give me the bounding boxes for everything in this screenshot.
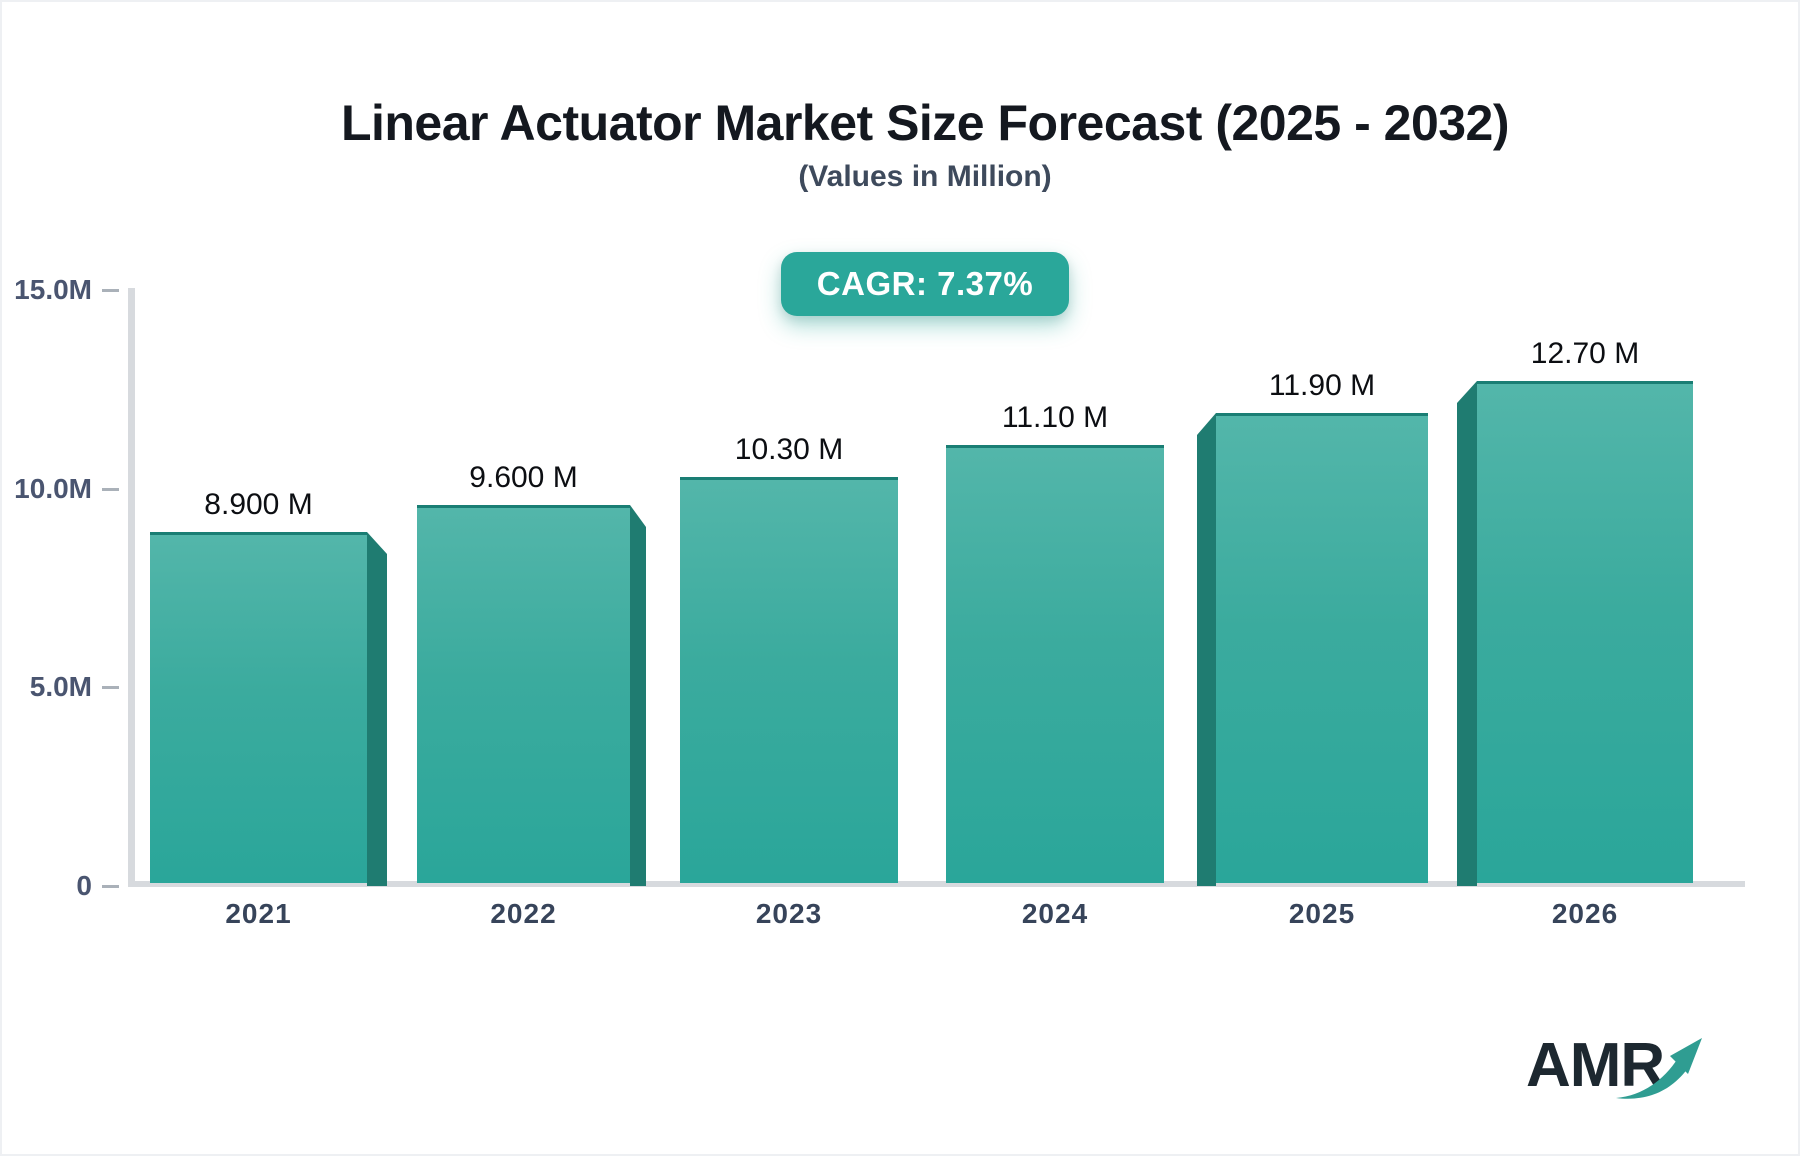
x-axis-label-2025: 2025	[1288, 898, 1356, 929]
x-axis-label-2023: 2023	[755, 898, 823, 929]
chart-title: Linear Actuator Market Size Forecast (20…	[340, 95, 1510, 151]
bar-2023	[680, 477, 898, 883]
x-axis-label-2022: 2022	[490, 898, 557, 929]
bar-2022	[417, 505, 630, 883]
y-tick-dash-5.0M	[102, 686, 119, 689]
bar-value-label-2025: 11.90 M	[1268, 369, 1376, 402]
x-axis-label-2026: 2026	[1551, 898, 1619, 929]
amr-logo-arrowhead	[1670, 1038, 1702, 1074]
x-axis-line	[128, 881, 1745, 887]
bar-2021	[150, 532, 367, 883]
chart-subtitle: (Values in Million)	[798, 160, 1052, 193]
bar-2025	[1216, 413, 1428, 883]
bar-value-label-2026: 12.70 M	[1530, 337, 1640, 370]
cagr-badge-wrap: CAGR: 7.37%	[50, 252, 1800, 316]
amr-logo: AMR	[1526, 1031, 1702, 1100]
bar-value-label-2022: 9.600 M	[469, 461, 578, 494]
y-tick-dash-15.0M	[102, 289, 119, 292]
bar-side-2026	[1457, 381, 1477, 886]
bar-side-2022	[630, 505, 646, 886]
bar-2024	[946, 445, 1164, 883]
bar-value-label-2024: 11.10 M	[1001, 401, 1109, 434]
y-tick-label-5.0M: 5.0M	[29, 671, 92, 702]
bar-value-label-2021: 8.900 M	[204, 488, 313, 521]
y-tick-label-15.0M: 15.0M	[14, 274, 92, 305]
y-tick-dash-10.0M	[102, 488, 119, 491]
bar-value-label-2023: 10.30 M	[734, 433, 844, 466]
y-tick-label-10.0M: 10.0M	[14, 473, 92, 504]
x-axis-label-2021: 2021	[225, 898, 292, 929]
bar-2026	[1477, 381, 1693, 883]
x-axis-label-2024: 2024	[1021, 898, 1089, 929]
bar-side-2021	[367, 532, 387, 886]
y-tick-dash-0	[102, 885, 119, 888]
y-tick-label-0: 0	[76, 870, 92, 901]
bar-side-2025	[1197, 413, 1216, 886]
cagr-badge: CAGR: 7.37%	[780, 252, 1070, 316]
amr-logo-text: AMR	[1526, 1031, 1664, 1100]
y-axis-line	[128, 288, 135, 887]
